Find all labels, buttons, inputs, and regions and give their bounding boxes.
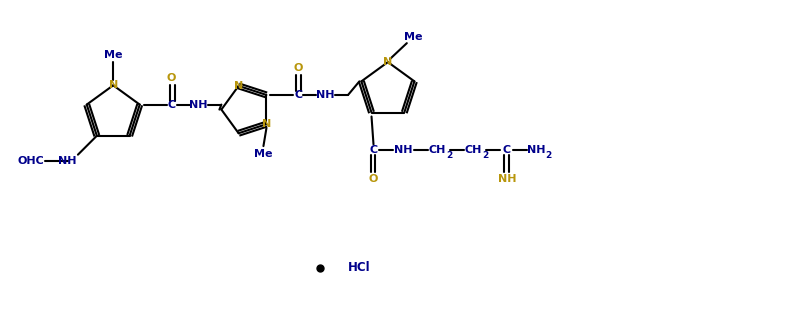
- Text: N: N: [262, 119, 271, 129]
- Text: OHC: OHC: [17, 156, 45, 166]
- Text: 2: 2: [482, 151, 488, 160]
- Text: 2: 2: [545, 151, 551, 160]
- Text: CH: CH: [464, 145, 482, 155]
- Text: O: O: [167, 73, 176, 83]
- Text: NH: NH: [59, 156, 77, 166]
- Text: NH: NH: [316, 90, 335, 100]
- Text: CH: CH: [429, 145, 446, 155]
- Text: Me: Me: [404, 32, 422, 42]
- Text: N: N: [383, 57, 393, 67]
- Text: NH: NH: [189, 100, 207, 109]
- Text: C: C: [294, 90, 302, 100]
- Text: NH: NH: [526, 145, 545, 155]
- Text: 2: 2: [446, 151, 452, 160]
- Text: NH: NH: [394, 145, 413, 155]
- Text: C: C: [370, 145, 378, 155]
- Text: NH: NH: [498, 174, 516, 184]
- Text: Me: Me: [104, 50, 122, 60]
- Text: Me: Me: [254, 149, 273, 159]
- Text: C: C: [168, 100, 176, 109]
- Text: C: C: [503, 145, 511, 155]
- Text: N: N: [234, 81, 243, 91]
- Text: HCl: HCl: [348, 261, 370, 274]
- Text: O: O: [369, 174, 378, 184]
- Text: N: N: [109, 80, 118, 90]
- Text: O: O: [293, 63, 303, 73]
